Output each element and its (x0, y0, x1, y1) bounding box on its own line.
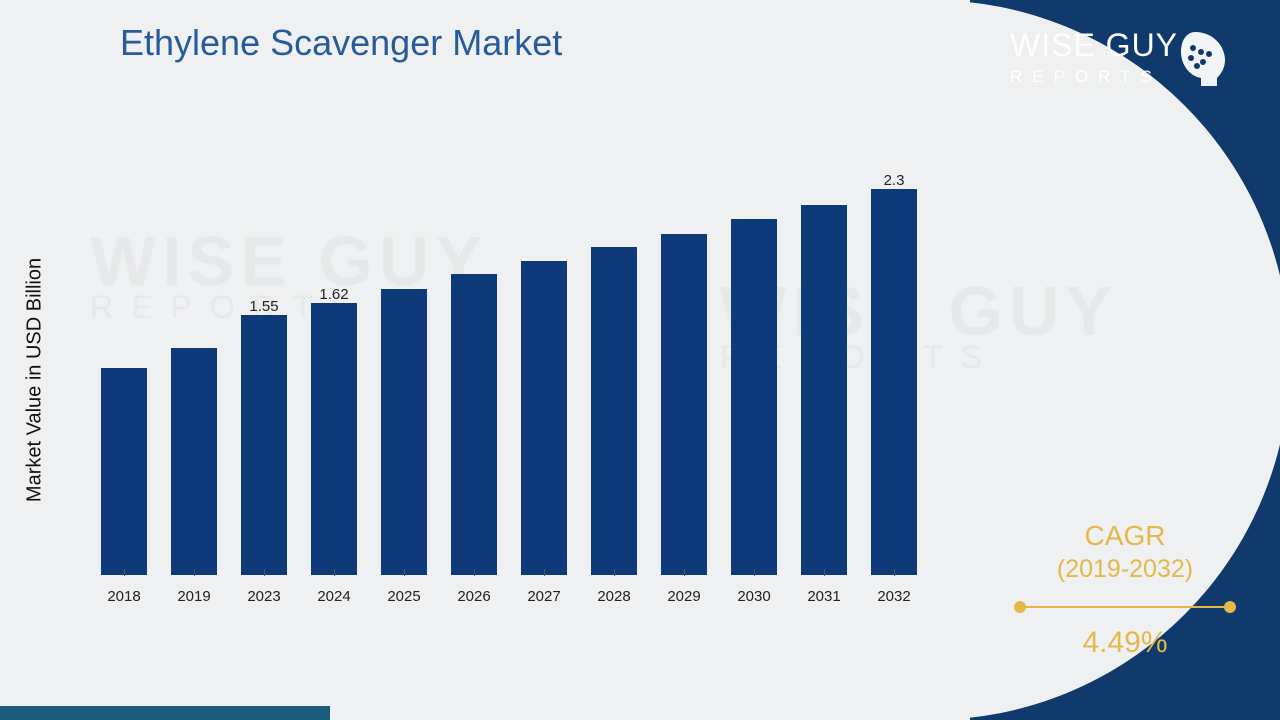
brand-line2: REPORTS (1010, 67, 1162, 86)
cagr-label: CAGR (1010, 519, 1240, 553)
x-tick-label: 2023 (229, 588, 299, 605)
x-tick-mark (229, 568, 299, 576)
bar-slot (159, 155, 229, 575)
bar-slot (369, 155, 439, 575)
bar-chart: Market Value in USD Billion 1.551.622.3 … (45, 155, 935, 605)
bar-slot (89, 155, 159, 575)
x-tick-label: 2024 (299, 588, 369, 605)
x-tick-mark (369, 568, 439, 576)
x-tick-mark (439, 568, 509, 576)
x-tick-mark (89, 568, 159, 576)
x-tick-mark (789, 568, 859, 576)
chart-title: Ethylene Scavenger Market (120, 22, 562, 64)
x-tick-mark (509, 568, 579, 576)
x-tick-label: 2026 (439, 588, 509, 605)
bar-value-label: 1.55 (249, 298, 278, 315)
bar (801, 205, 847, 575)
x-tick-label: 2019 (159, 588, 229, 605)
x-tick-label: 2029 (649, 588, 719, 605)
bar (171, 348, 217, 575)
bar (521, 261, 567, 575)
bar-slot (509, 155, 579, 575)
bar-slot (439, 155, 509, 575)
x-tick-mark (579, 568, 649, 576)
x-tick-label: 2025 (369, 588, 439, 605)
brand-head-icon (1181, 32, 1225, 86)
cagr-range: (2019-2032) (1010, 555, 1240, 584)
x-tick-label: 2018 (89, 588, 159, 605)
bar-value-label: 1.62 (319, 286, 348, 303)
x-tick-label: 2028 (579, 588, 649, 605)
bar (661, 234, 707, 575)
x-tick-mark (719, 568, 789, 576)
cagr-value: 4.49% (1010, 626, 1240, 660)
y-axis-label: Market Value in USD Billion (24, 258, 47, 502)
bar-slot (789, 155, 859, 575)
bar (101, 368, 147, 575)
x-tick-mark (159, 568, 229, 576)
x-tick-label: 2030 (719, 588, 789, 605)
bar-slot: 2.3 (859, 155, 929, 575)
brand-line1: WISE GUY (1010, 27, 1178, 63)
bar-slot (719, 155, 789, 575)
x-tick-mark (859, 568, 929, 576)
bar (241, 315, 287, 575)
cagr-block: CAGR (2019-2032) 4.49% (1010, 519, 1240, 660)
bar-value-label: 2.3 (884, 172, 905, 189)
x-tick-label: 2032 (859, 588, 929, 605)
bar (591, 247, 637, 575)
bar-slot: 1.55 (229, 155, 299, 575)
x-tick-mark (649, 568, 719, 576)
infographic-canvas: WISE GUYREPORTS WISE GUYREPORTS Ethylene… (0, 0, 1280, 720)
bar-slot: 1.62 (299, 155, 369, 575)
footer-accent-bar (0, 706, 330, 720)
bar-slot (649, 155, 719, 575)
plot-area: 1.551.622.3 2018201920232024202520262027… (83, 155, 935, 575)
bar (381, 289, 427, 575)
bar (311, 303, 357, 575)
x-tick-mark (299, 568, 369, 576)
bar-slot (579, 155, 649, 575)
bar (731, 219, 777, 575)
bar (451, 274, 497, 575)
cagr-divider (1020, 606, 1230, 608)
bar (871, 189, 917, 575)
x-tick-label: 2031 (789, 588, 859, 605)
x-tick-label: 2027 (509, 588, 579, 605)
brand-logo: WISE GUY REPORTS (1010, 22, 1250, 102)
